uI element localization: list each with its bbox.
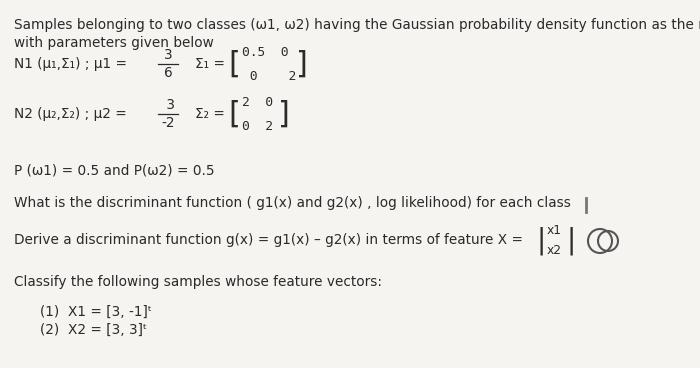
Text: -2: -2 bbox=[161, 116, 175, 130]
Text: |: | bbox=[537, 227, 546, 255]
Text: ]: ] bbox=[296, 50, 308, 78]
Text: 0    2: 0 2 bbox=[242, 70, 296, 82]
Text: 3: 3 bbox=[162, 98, 174, 112]
Text: 6: 6 bbox=[164, 66, 172, 80]
Text: N2 (μ₂,Σ₂) ; μ2 =: N2 (μ₂,Σ₂) ; μ2 = bbox=[14, 107, 127, 121]
Text: 3: 3 bbox=[164, 48, 172, 62]
Text: Σ₁ =: Σ₁ = bbox=[195, 57, 225, 71]
Text: Derive a discriminant function g(x) = g1(x) – g2(x) in terms of feature X =: Derive a discriminant function g(x) = g1… bbox=[14, 233, 523, 247]
Text: (2)  X2 = [3, 3]ᵗ: (2) X2 = [3, 3]ᵗ bbox=[40, 323, 147, 337]
Text: x2: x2 bbox=[547, 244, 562, 258]
Text: 2  0: 2 0 bbox=[242, 96, 273, 109]
Text: 0  2: 0 2 bbox=[242, 120, 273, 132]
Text: P (ω1) = 0.5 and P(ω2) = 0.5: P (ω1) = 0.5 and P(ω2) = 0.5 bbox=[14, 163, 215, 177]
Text: ]: ] bbox=[278, 99, 290, 128]
Text: Classify the following samples whose feature vectors:: Classify the following samples whose fea… bbox=[14, 275, 382, 289]
Text: Samples belonging to two classes (ω1, ω2) having the Gaussian probability densit: Samples belonging to two classes (ω1, ω2… bbox=[14, 18, 700, 32]
Text: Σ₂ =: Σ₂ = bbox=[195, 107, 225, 121]
Text: |: | bbox=[567, 227, 576, 255]
Text: [: [ bbox=[228, 50, 240, 78]
Text: [: [ bbox=[228, 99, 240, 128]
Text: 0.5  0: 0.5 0 bbox=[242, 46, 288, 59]
Text: x1: x1 bbox=[547, 224, 562, 237]
Text: N1 (μ₁,Σ₁) ; μ1 =: N1 (μ₁,Σ₁) ; μ1 = bbox=[14, 57, 127, 71]
Text: with parameters given below: with parameters given below bbox=[14, 36, 213, 50]
Text: (1)  X1 = [3, -1]ᵗ: (1) X1 = [3, -1]ᵗ bbox=[40, 305, 152, 319]
Text: What is the discriminant function ( g1(x) and g2(x) , log likelihood) for each c: What is the discriminant function ( g1(x… bbox=[14, 196, 571, 210]
